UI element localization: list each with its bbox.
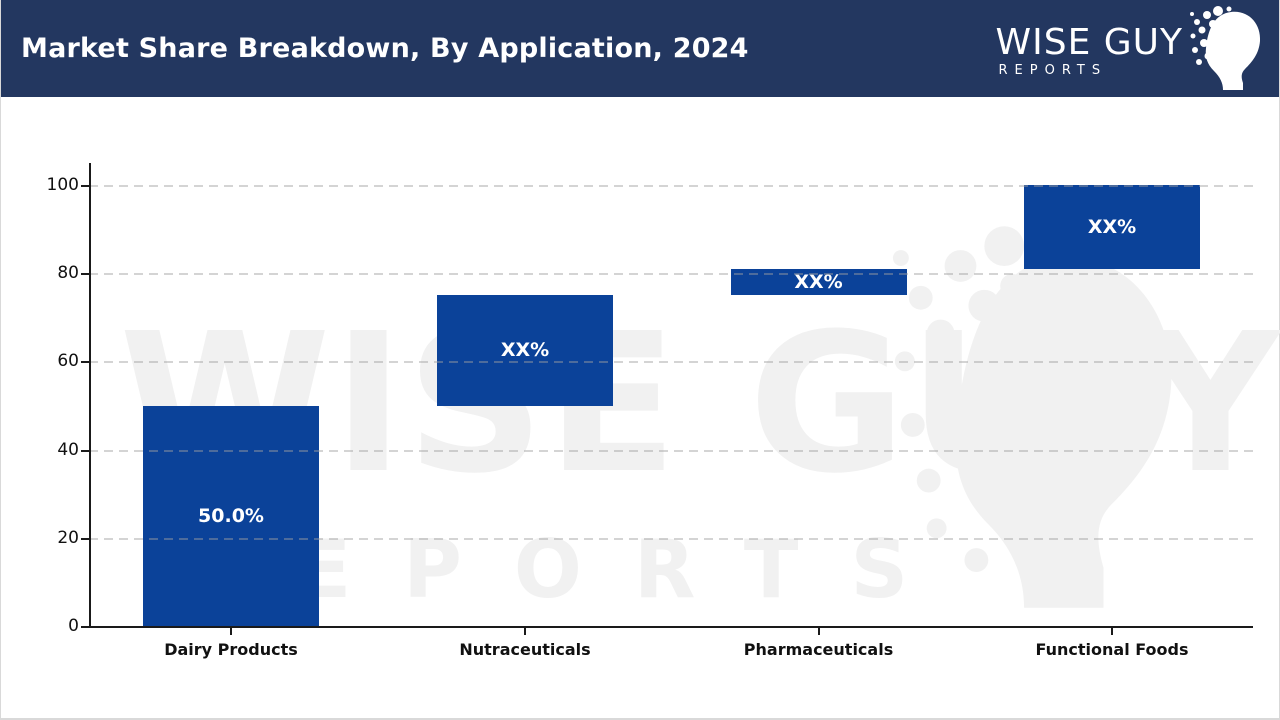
y-tick-mark [81, 537, 89, 540]
y-tick-mark [81, 361, 89, 364]
x-tick-mark [1111, 628, 1113, 635]
gridline-60 [89, 361, 1253, 364]
brand-logo: WISE GUY REPORTS [996, 6, 1266, 96]
y-tick-label: 20 [57, 527, 79, 548]
gridline-80 [89, 273, 1253, 276]
brand-subtitle: REPORTS [998, 63, 1108, 78]
y-tick-label: 0 [68, 616, 79, 636]
y-tick-mark [81, 185, 89, 187]
y-tick-mark [81, 626, 89, 628]
gridline-100 [89, 185, 1253, 187]
face-logo-icon [1187, 6, 1265, 96]
x-category-label: Pharmaceuticals [743, 640, 894, 659]
bar-nutraceuticals: XX% [437, 295, 613, 406]
y-axis-line [89, 163, 91, 628]
x-tick-mark [230, 628, 232, 635]
y-tick-label: 60 [57, 351, 79, 372]
brand-name: WISE GUY [995, 22, 1183, 63]
y-tick-label: 100 [46, 175, 79, 195]
y-tick-label: 40 [57, 439, 79, 460]
x-category-label: Dairy Products [164, 640, 298, 659]
bar-value-label: XX% [794, 271, 843, 293]
x-category-label: Functional Foods [1035, 640, 1189, 659]
bar-value-label: XX% [1087, 215, 1137, 238]
x-category-label: Nutraceuticals [459, 640, 591, 659]
y-tick-mark [81, 449, 89, 452]
x-axis-line [89, 626, 1253, 628]
bar-pharmaceuticals: XX% [730, 268, 907, 296]
watermark-face-icon [881, 217, 1191, 621]
x-tick-mark [817, 628, 820, 635]
bar-value-label: XX% [500, 339, 550, 362]
page-title: Market Share Breakdown, By Application, … [21, 33, 749, 64]
bar-functional-foods: XX% [1024, 185, 1200, 269]
y-tick-label: 80 [57, 263, 79, 284]
header-bar: Market Share Breakdown, By Application, … [1, 0, 1279, 97]
y-tick-mark [81, 273, 89, 276]
x-tick-mark [524, 628, 526, 635]
brand-logo-text: WISE GUY REPORTS [996, 23, 1184, 79]
bar-value-label: 50.0% [198, 504, 264, 527]
gridline-20 [89, 537, 1253, 540]
waterfall-chart: WISE GU·Y REPORTS 0 20 40 60 80 100 50.0% Dairy… [1, 97, 1280, 720]
bar-dairy-products: 50.0% [143, 405, 319, 626]
gridline-40 [89, 449, 1253, 452]
